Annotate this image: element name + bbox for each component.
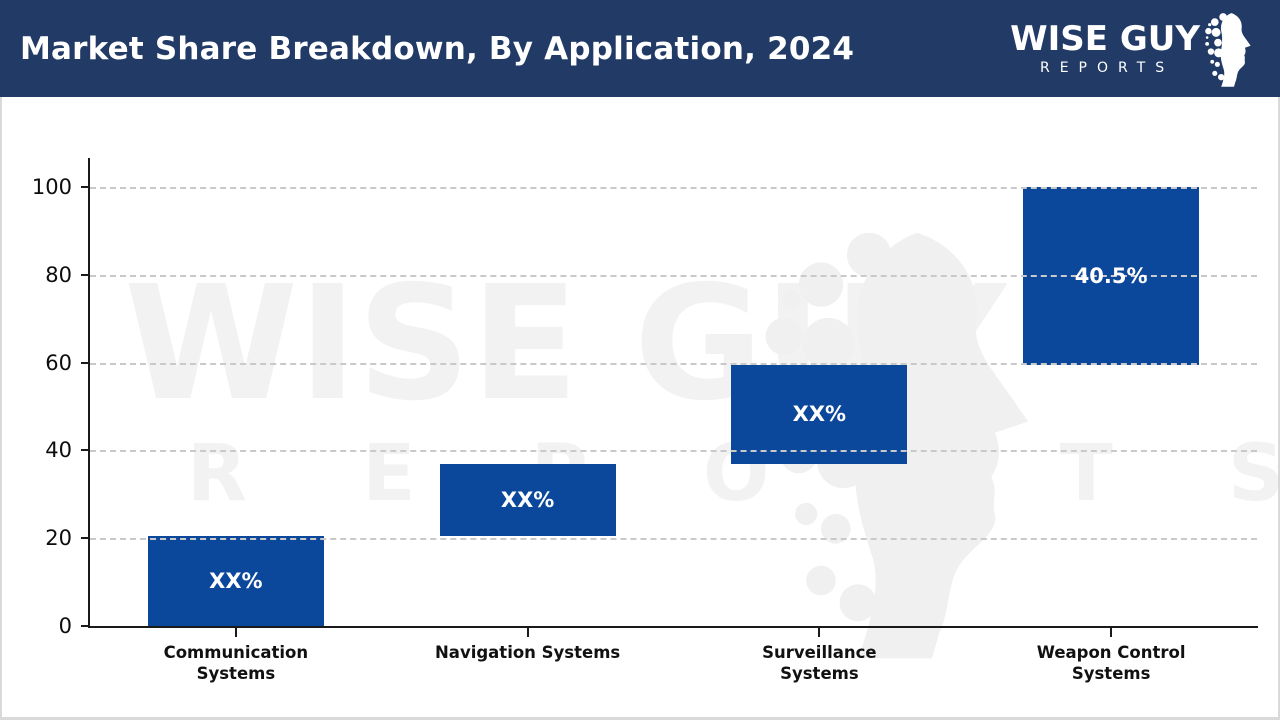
x-tick-mark: [1110, 628, 1113, 637]
logo-subtitle: REPORTS: [1039, 60, 1175, 76]
x-tick-mark: [818, 628, 821, 637]
y-tick-label: 100: [31, 175, 72, 199]
x-tick-mark: [234, 628, 237, 637]
plot-area: 0 20 40 60 80 100 XX% Communication Systems XX% Na…: [32, 175, 1257, 683]
x-tick-mark: [526, 628, 529, 637]
y-tick-label: 60: [45, 350, 72, 375]
y-tick-label: 0: [58, 614, 72, 638]
chart-title: Market Share Breakdown, By Application, …: [20, 30, 855, 67]
bar-value-label: XX%: [209, 569, 263, 593]
y-tick-mark: [81, 537, 90, 540]
gridline-60: [90, 362, 1257, 365]
logo-text: WISE GUY REPORTS: [1010, 22, 1200, 75]
chart-bar-3: XX%: [731, 364, 908, 464]
logo-wordmark: WISE GUY: [1010, 19, 1200, 59]
x-category-label: Navigation Systems: [435, 643, 621, 662]
gridline-40: [90, 450, 1257, 453]
y-tick-mark: [81, 625, 90, 627]
y-tick-label: 20: [45, 526, 72, 551]
y-axis-spine: [88, 158, 90, 628]
chart-bar-2: XX%: [439, 463, 616, 537]
y-tick-mark: [81, 186, 90, 188]
x-category-label: Surveillance Systems: [762, 643, 877, 684]
gridline-80: [90, 274, 1257, 277]
header-bar: Market Share Breakdown, By Application, …: [0, 0, 1280, 97]
bar-value-label: XX%: [792, 402, 847, 427]
y-tick-mark: [81, 273, 90, 276]
bar-value-label: 40.5%: [1074, 263, 1148, 288]
gridline-20: [90, 538, 1257, 541]
x-axis-spine: [88, 626, 1258, 628]
logo-face-icon: [1202, 9, 1266, 89]
wiseguy-logo: WISE GUY REPORTS: [1010, 9, 1266, 89]
bar-value-label: XX%: [500, 487, 555, 512]
chart-bar-1: XX%: [147, 536, 324, 626]
gridline-100: [90, 187, 1257, 189]
y-tick-mark: [81, 361, 90, 364]
x-category-label: Weapon Control Systems: [1036, 643, 1186, 684]
y-tick-label: 40: [45, 438, 72, 463]
x-category-label: Communication Systems: [163, 643, 309, 684]
y-tick-label: 80: [45, 262, 72, 287]
y-tick-mark: [81, 449, 90, 452]
chart-canvas: WISE GUY R E P O R T S 0 20 40 60 80 100 XX% Co…: [0, 97, 1280, 717]
